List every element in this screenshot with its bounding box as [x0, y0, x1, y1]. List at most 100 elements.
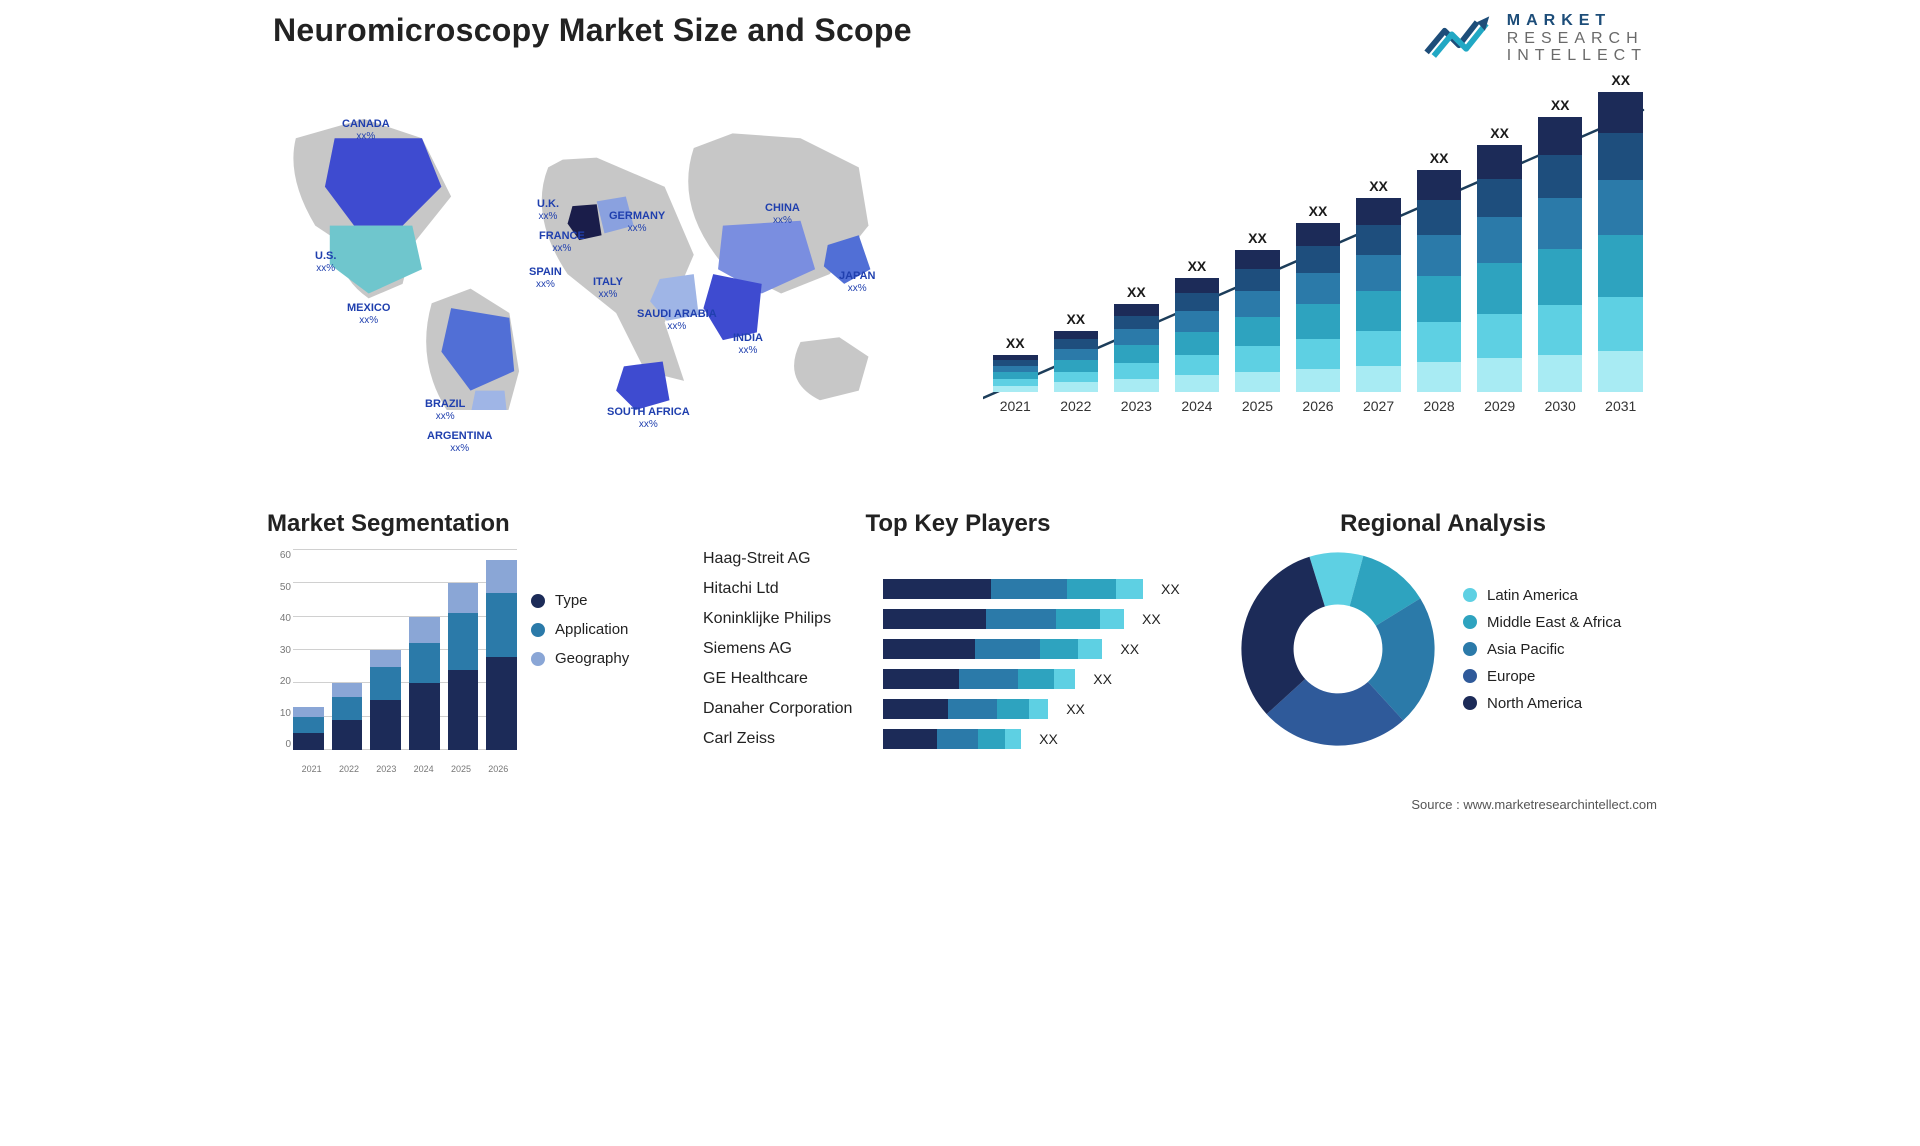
key-player-row: Koninklijke PhilipsXX [703, 604, 1213, 634]
key-player-row: Siemens AG XX [703, 634, 1213, 664]
key-player-name: GE Healthcare [703, 670, 873, 688]
market-bar-value: XX [1369, 178, 1388, 194]
seg-legend-item: Geography [531, 650, 687, 667]
key-player-name: Koninklijke Philips [703, 610, 873, 628]
market-bar-value: XX [1309, 203, 1328, 219]
map-label-china: CHINAxx% [765, 202, 800, 226]
legend-label: Type [555, 592, 588, 609]
seg-bar-2022 [332, 683, 363, 750]
regional-donut-chart [1233, 544, 1443, 754]
key-player-row: Carl ZeissXX [703, 724, 1213, 754]
key-player-row: GE HealthcareXX [703, 664, 1213, 694]
key-players-title: Top Key Players [703, 510, 1213, 538]
market-bar-year: 2028 [1424, 398, 1455, 414]
key-player-name: Hitachi Ltd [703, 580, 873, 598]
region-legend-item: Asia Pacific [1463, 641, 1621, 658]
regional-title: Regional Analysis [1233, 510, 1653, 538]
key-player-value: XX [1039, 731, 1058, 747]
legend-swatch-icon [1463, 696, 1477, 710]
key-player-row: Haag-Streit AG [703, 544, 1213, 574]
key-player-bar [883, 609, 1124, 629]
market-bar-2024: XX2024 [1175, 258, 1220, 414]
market-bar-value: XX [1066, 311, 1085, 327]
market-bar-value: XX [1611, 72, 1630, 88]
map-label-france: FRANCExx% [539, 230, 585, 254]
market-bar-2023: XX 2023 [1114, 284, 1159, 414]
map-label-south-africa: SOUTH AFRICAxx% [607, 406, 690, 430]
legend-swatch-icon [531, 594, 545, 608]
key-players-panel: Top Key Players Haag-Streit AG Hitachi Lt… [703, 510, 1213, 780]
key-player-value: XX [1161, 581, 1180, 597]
legend-swatch-icon [1463, 588, 1477, 602]
logo-line2: RESEARCH [1507, 30, 1647, 48]
key-player-bar [883, 729, 1021, 749]
segmentation-panel: Market Segmentation 6050403020100 202120… [267, 510, 687, 780]
market-bar-2031: XX 2031 [1598, 72, 1643, 414]
key-player-name: Siemens AG [703, 640, 873, 658]
seg-bar-2021 [293, 707, 324, 750]
legend-label: Application [555, 621, 628, 638]
segmentation-legend: Type Application Geography [531, 544, 687, 667]
world-map-panel: CANADAxx%U.S.xx%MEXICOxx%BRAZILxx%ARGENT… [267, 80, 907, 490]
map-label-india: INDIAxx% [733, 332, 763, 356]
market-bar-year: 2025 [1242, 398, 1273, 414]
key-player-row: Danaher CorporationXX [703, 694, 1213, 724]
region-legend-item: Middle East & Africa [1463, 614, 1621, 631]
legend-label: Latin America [1487, 587, 1578, 604]
market-bar-value: XX [1127, 284, 1146, 300]
seg-legend-item: Application [531, 621, 687, 638]
market-bar-year: 2031 [1605, 398, 1636, 414]
region-legend-item: North America [1463, 695, 1621, 712]
market-bar-year: 2029 [1484, 398, 1515, 414]
map-label-italy: ITALYxx% [593, 276, 623, 300]
market-bar-2030: XX2030 [1538, 97, 1583, 414]
market-bar-value: XX [1430, 150, 1449, 166]
source-label: Source : www.marketresearchintellect.com [1411, 797, 1657, 812]
market-bar-value: XX [1188, 258, 1207, 274]
logo-mark-icon [1423, 14, 1495, 62]
key-player-bar [883, 639, 1102, 659]
market-bar-year: 2023 [1121, 398, 1152, 414]
map-label-u-s-: U.S.xx% [315, 250, 336, 274]
market-bar-2028: XX 2028 [1417, 150, 1462, 414]
market-bar-year: 2021 [1000, 398, 1031, 414]
market-bar-2025: XX 2025 [1235, 230, 1280, 414]
page-title: Neuromicroscopy Market Size and Scope [273, 12, 912, 49]
segmentation-bar-chart: 6050403020100 202120222023202420252026 [267, 544, 517, 774]
seg-bar-2023 [370, 650, 401, 750]
key-player-value: XX [1120, 641, 1139, 657]
legend-swatch-icon [1463, 615, 1477, 629]
market-bar-value: XX [1551, 97, 1570, 113]
legend-label: North America [1487, 695, 1582, 712]
key-player-name: Haag-Streit AG [703, 550, 873, 568]
legend-label: Middle East & Africa [1487, 614, 1621, 631]
map-label-spain: SPAINxx% [529, 266, 562, 290]
market-bar-2022: XX 2022 [1054, 311, 1099, 414]
map-label-brazil: BRAZILxx% [425, 398, 465, 422]
legend-swatch-icon [1463, 669, 1477, 683]
regional-panel: Regional Analysis Latin America Middle Ea… [1233, 510, 1653, 780]
market-bar-value: XX [1248, 230, 1267, 246]
seg-legend-item: Type [531, 592, 687, 609]
key-player-bar [883, 579, 1143, 599]
market-bar-2026: XX2026 [1296, 203, 1341, 414]
map-label-argentina: ARGENTINAxx% [427, 430, 492, 454]
map-label-japan: JAPANxx% [839, 270, 875, 294]
seg-bar-2025 [448, 583, 479, 750]
region-legend-item: Europe [1463, 668, 1621, 685]
legend-swatch-icon [1463, 642, 1477, 656]
brand-logo: MARKET RESEARCH INTELLECT [1423, 12, 1647, 65]
map-label-saudi-arabia: SAUDI ARABIAxx% [637, 308, 717, 332]
seg-bar-2026 [486, 560, 517, 750]
logo-line3: INTELLECT [1507, 47, 1647, 65]
market-bar-year: 2022 [1060, 398, 1091, 414]
market-bar-2029: XX2029 [1477, 125, 1522, 414]
market-bar-value: XX [1006, 335, 1025, 351]
legend-swatch-icon [531, 652, 545, 666]
map-label-u-k-: U.K.xx% [537, 198, 559, 222]
legend-label: Asia Pacific [1487, 641, 1565, 658]
legend-swatch-icon [531, 623, 545, 637]
market-bar-year: 2027 [1363, 398, 1394, 414]
key-player-name: Danaher Corporation [703, 700, 873, 718]
key-player-bar [883, 699, 1048, 719]
